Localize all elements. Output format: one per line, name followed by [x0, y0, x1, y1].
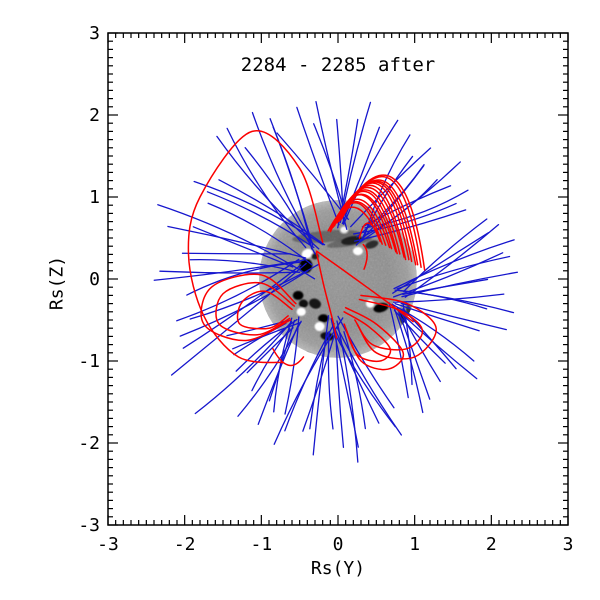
open-field-line	[350, 147, 432, 228]
closed-loop-small-top-loop	[358, 222, 379, 239]
open-field-line	[392, 232, 490, 294]
open-field-line	[401, 313, 441, 383]
open-field-line	[335, 334, 345, 448]
open-field-line	[336, 320, 359, 463]
x-axis-label: Rs(Y)	[310, 558, 366, 579]
active-region-black	[292, 290, 304, 300]
open-field-line	[393, 252, 504, 298]
open-field-line	[393, 305, 478, 380]
active-region-black	[308, 298, 322, 309]
y-tick-label: -2	[78, 433, 100, 454]
open-field-line	[343, 119, 399, 225]
open-field-line	[159, 270, 301, 274]
y-tick-label: 1	[89, 187, 100, 208]
open-field-line	[333, 325, 380, 424]
open-field-line	[192, 226, 294, 268]
open-field-line	[193, 180, 324, 246]
active-region-black	[341, 236, 363, 245]
closed-field-lines	[187, 130, 437, 371]
x-tick-label: 1	[409, 534, 420, 555]
closed-loop-left-loop-1	[200, 273, 297, 342]
open-field-line	[392, 293, 505, 303]
open-field-line	[251, 328, 291, 392]
open-field-line	[251, 111, 314, 245]
open-field-line	[194, 321, 293, 415]
closed-loop-big-loop	[187, 130, 324, 364]
open-field-line	[312, 315, 330, 456]
closed-loop-left-loop-3	[236, 290, 293, 330]
open-field-line	[181, 252, 292, 255]
open-field-line	[186, 261, 301, 296]
active-region-white	[296, 307, 306, 316]
y-axis-label: Rs(Z)	[46, 255, 68, 311]
open-field-line	[244, 147, 316, 255]
tick-labels: -3 -2 -1 0 1 2 3 -3 -2 -1 0 1 2 3	[78, 23, 573, 555]
open-field-line	[343, 331, 367, 430]
open-field-line	[394, 302, 480, 332]
open-field-line	[218, 179, 326, 246]
closed-loop-bottom-arc	[272, 347, 305, 367]
closed-loop-small-vertical	[362, 243, 368, 270]
open-field-line	[359, 161, 461, 243]
closed-loop-left-loop-2	[215, 281, 296, 336]
y-tick-label: 3	[89, 23, 100, 44]
active-region-white	[301, 248, 313, 259]
y-tick-label: -1	[78, 351, 100, 372]
active-region-white	[352, 247, 363, 256]
open-field-line	[337, 315, 395, 409]
open-field-line	[341, 126, 381, 225]
x-tick-label: 0	[333, 534, 344, 555]
closed-loop-bottom-right-loop-3	[344, 306, 405, 371]
open-field-line	[393, 309, 446, 364]
open-field-line	[171, 262, 307, 376]
open-field-line	[296, 106, 340, 226]
closed-loop-connector-2	[315, 252, 338, 339]
open-field-line	[189, 258, 300, 274]
closed-loop-connector-1	[315, 250, 414, 323]
x-tick-label: -1	[250, 534, 272, 555]
open-field-line	[206, 191, 315, 249]
open-field-line	[302, 334, 336, 432]
open-field-line	[216, 135, 320, 250]
open-field-line	[403, 218, 488, 293]
active-region-black	[298, 299, 309, 308]
open-field-line	[401, 271, 519, 298]
closed-loop-bottom-right-loop-1	[356, 294, 437, 360]
y-tick-label: -3	[78, 515, 100, 536]
closed-loop-bottom-right-loop-4	[343, 311, 392, 362]
open-field-line	[153, 259, 305, 281]
open-field-line	[284, 316, 300, 415]
open-field-line	[396, 255, 511, 290]
open-field-line	[189, 263, 319, 320]
arcade-loop	[340, 175, 422, 268]
plot-title: 2284 - 2285 after	[240, 54, 436, 76]
x-tick-label: 2	[486, 534, 497, 555]
active-region-black	[365, 240, 379, 249]
x-tick-label: -3	[97, 534, 119, 555]
open-field-line	[273, 317, 293, 413]
active-region-white	[314, 322, 325, 332]
open-field-line	[182, 264, 302, 349]
open-field-line	[176, 258, 300, 322]
y-tick-label: 0	[89, 269, 100, 290]
open-field-line	[257, 323, 300, 425]
open-field-line	[391, 303, 475, 362]
arcade-loop	[339, 174, 426, 271]
active-region-black	[300, 351, 312, 358]
y-tick-label: 2	[89, 105, 100, 126]
open-field-line	[336, 326, 403, 436]
open-field-line	[232, 321, 302, 350]
open-field-line	[235, 318, 298, 372]
open-field-line	[246, 327, 294, 374]
x-tick-label: 3	[563, 534, 574, 555]
open-field-line	[334, 333, 396, 428]
open-field-line	[327, 331, 334, 430]
active-region-black	[318, 314, 329, 323]
axes-frame-and-ticks	[107, 32, 569, 526]
open-field-line	[364, 189, 469, 229]
x-tick-label: -2	[174, 534, 196, 555]
